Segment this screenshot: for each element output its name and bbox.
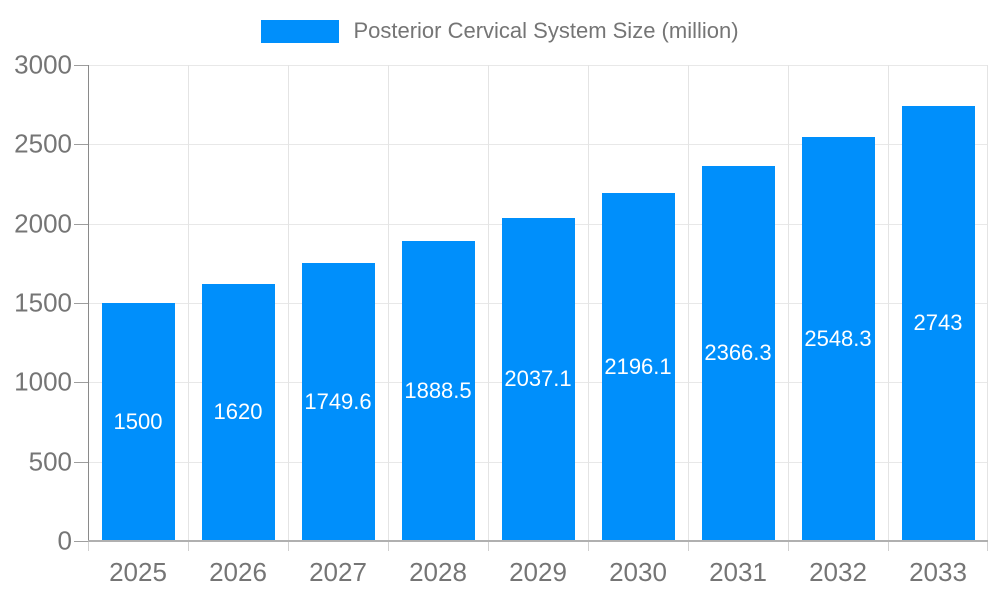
x-axis-tick [688,541,689,551]
bar[interactable]: 2743 [901,105,975,541]
v-gridline [288,65,289,541]
y-tick-label: 1500 [14,287,72,318]
y-tick-label: 3000 [14,49,72,80]
x-tick-label: 2028 [409,557,467,587]
h-gridline [88,144,988,145]
y-axis-tick [74,303,88,304]
y-tick-label: 2000 [14,208,72,239]
x-tick-label: 2033 [909,557,967,587]
x-axis-tick [388,541,389,551]
x-tick-label: 2026 [209,557,267,587]
bar[interactable]: 1620 [201,283,275,541]
x-axis-tick [588,541,589,551]
y-axis-tick [74,541,88,542]
bar-value-label: 2548.3 [804,325,872,351]
x-tick-label: 2029 [509,557,567,587]
x-axis-tick [987,541,988,551]
bar-value-label: 2743 [913,310,963,336]
bar-value-label: 1500 [113,409,163,434]
y-tick-label: 2500 [14,128,72,159]
v-gridline [888,65,889,541]
v-gridline [488,65,489,541]
v-gridline [688,65,689,541]
bar-value-label: 1888.5 [404,378,472,404]
v-gridline [987,65,988,541]
bar[interactable]: 2548.3 [801,136,875,541]
y-axis-tick [74,382,88,383]
v-gridline [788,65,789,541]
bar-value-label: 2037.1 [504,366,572,392]
bar[interactable]: 1500 [101,303,175,541]
y-tick-label: 1000 [14,366,72,397]
x-tick-label: 2030 [609,557,667,587]
legend-label: Posterior Cervical System Size (million) [353,18,739,43]
legend[interactable]: Posterior Cervical System Size (million) [0,18,1000,44]
bar-value-label: 2366.3 [704,340,772,366]
plot-area: 0 500 1000 1500 2000 2500 3000 1500 1620 1749.6 18… [14,50,988,587]
bar-value-label: 1749.6 [304,389,372,415]
x-tick-label: 2027 [309,557,367,587]
y-axis-line [88,65,89,541]
v-gridline [388,65,389,541]
bar[interactable]: 2366.3 [701,165,775,541]
y-tick-label: 500 [28,446,72,477]
x-axis-tick [888,541,889,551]
x-tick-label: 2032 [809,557,867,587]
x-axis-tick [788,541,789,551]
bar[interactable]: 2196.1 [601,192,675,541]
bar[interactable]: 2037.1 [501,217,575,541]
h-gridline [88,65,988,66]
y-tick-label: 0 [57,525,72,556]
x-axis-tick [288,541,289,551]
x-axis-tick [88,541,89,551]
x-axis-line [88,540,988,542]
bar-value-label: 1620 [213,399,263,425]
legend-swatch [261,19,340,43]
x-tick-label: 2025 [109,557,167,587]
bar-value-label: 2196.1 [604,353,672,379]
bar[interactable]: 1888.5 [401,241,475,541]
v-gridline [588,65,589,541]
x-axis-tick [188,541,189,551]
y-axis-tick [74,462,88,463]
y-axis-tick [74,144,88,145]
x-tick-label: 2031 [709,557,767,587]
v-gridline [188,65,189,541]
bar[interactable]: 1749.6 [301,263,375,541]
x-axis-tick [488,541,489,551]
y-axis-tick [74,224,88,225]
y-axis-tick [74,65,88,66]
